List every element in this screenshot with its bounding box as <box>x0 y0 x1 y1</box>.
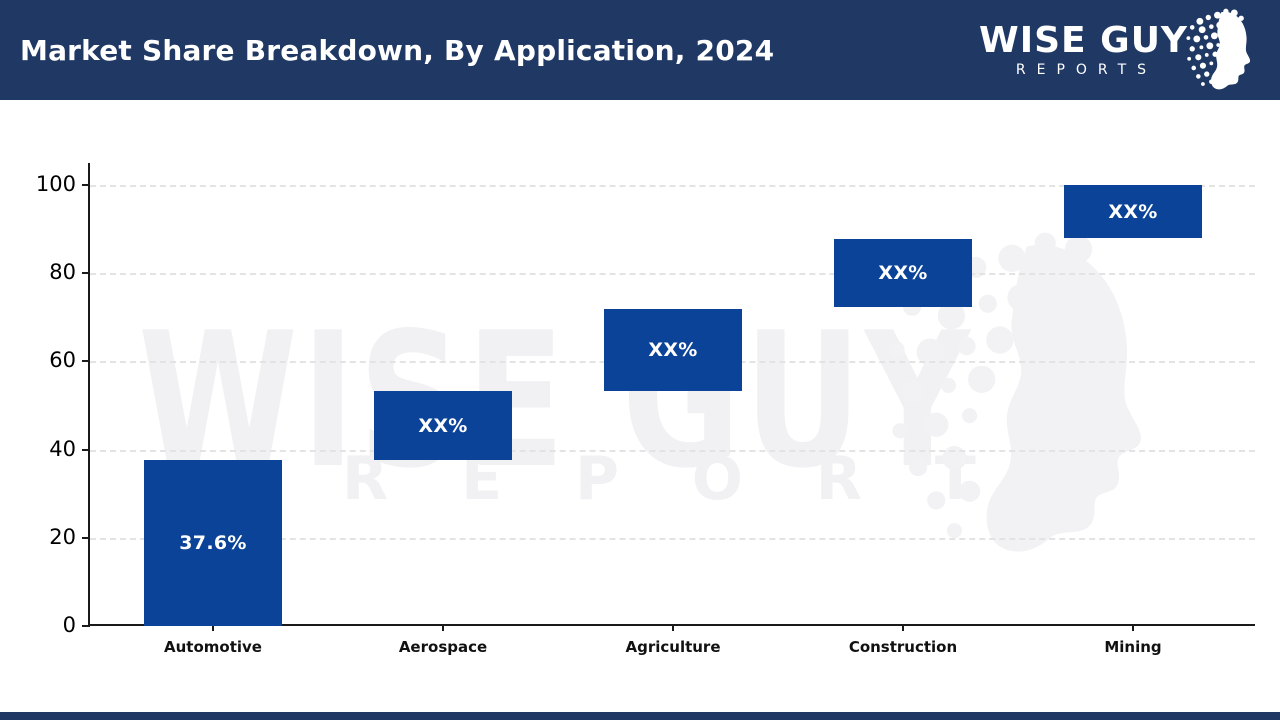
y-gridline <box>90 185 1255 188</box>
category-label: Aerospace <box>398 638 488 656</box>
brand-subname: REPORTS <box>1015 61 1158 78</box>
bar-aerospace: XX% <box>374 391 512 461</box>
bar-value-label: XX% <box>1108 200 1158 223</box>
bar-construction: XX% <box>834 239 972 308</box>
page-title: Market Share Breakdown, By Application, … <box>20 33 775 67</box>
y-axis-tick-label: 20 <box>49 524 76 549</box>
brand-logo: WISE GUY REPORTS <box>979 6 1262 94</box>
y-axis-tick-label: 80 <box>49 260 76 285</box>
bar-value-label: 37.6% <box>179 532 247 555</box>
bar-mining: XX% <box>1064 185 1202 238</box>
x-axis-tick-mark <box>1132 624 1134 631</box>
category-label: Construction <box>848 638 958 656</box>
y-gridline <box>90 449 1255 452</box>
y-axis-tick-label: 0 <box>62 613 76 637</box>
y-gridline <box>90 537 1255 540</box>
head-profile-icon <box>1186 8 1251 90</box>
bar-value-label: XX% <box>648 338 698 361</box>
x-axis-tick-mark <box>672 624 674 631</box>
bar-automotive: 37.6% <box>144 460 282 626</box>
y-axis-tick-mark <box>82 448 90 451</box>
bar-value-label: XX% <box>878 262 928 285</box>
header-bar: Market Share Breakdown, By Application, … <box>0 0 1280 100</box>
brand-name: WISE GUY <box>978 19 1188 61</box>
bar-value-label: XX% <box>418 414 468 437</box>
plot-area: 0 20 40 60 80 100 Automotive Aerospace Agricultu… <box>36 163 1255 656</box>
brand-logo-text: WISE GUY REPORTS <box>978 19 1188 78</box>
x-axis-tick-mark <box>442 624 444 631</box>
y-axis-tick-mark <box>82 625 90 627</box>
y-axis-tick-mark <box>82 360 90 363</box>
y-gridline <box>90 273 1255 276</box>
y-axis-tick-mark <box>82 536 90 539</box>
x-axis-tick-mark <box>902 624 904 631</box>
footer-bar <box>0 712 1280 720</box>
bar-agriculture: XX% <box>604 308 742 391</box>
y-axis-tick-label: 40 <box>49 436 76 461</box>
y-axis-tick-mark <box>82 272 90 275</box>
y-axis-tick-label: 60 <box>49 348 76 373</box>
y-axis-tick-label: 100 <box>35 172 76 197</box>
y-axis-tick-mark <box>82 184 90 187</box>
category-label: Mining <box>1104 638 1162 656</box>
category-label: Automotive <box>164 638 262 656</box>
category-label: Agriculture <box>625 638 721 656</box>
x-axis-tick-mark <box>212 624 214 631</box>
